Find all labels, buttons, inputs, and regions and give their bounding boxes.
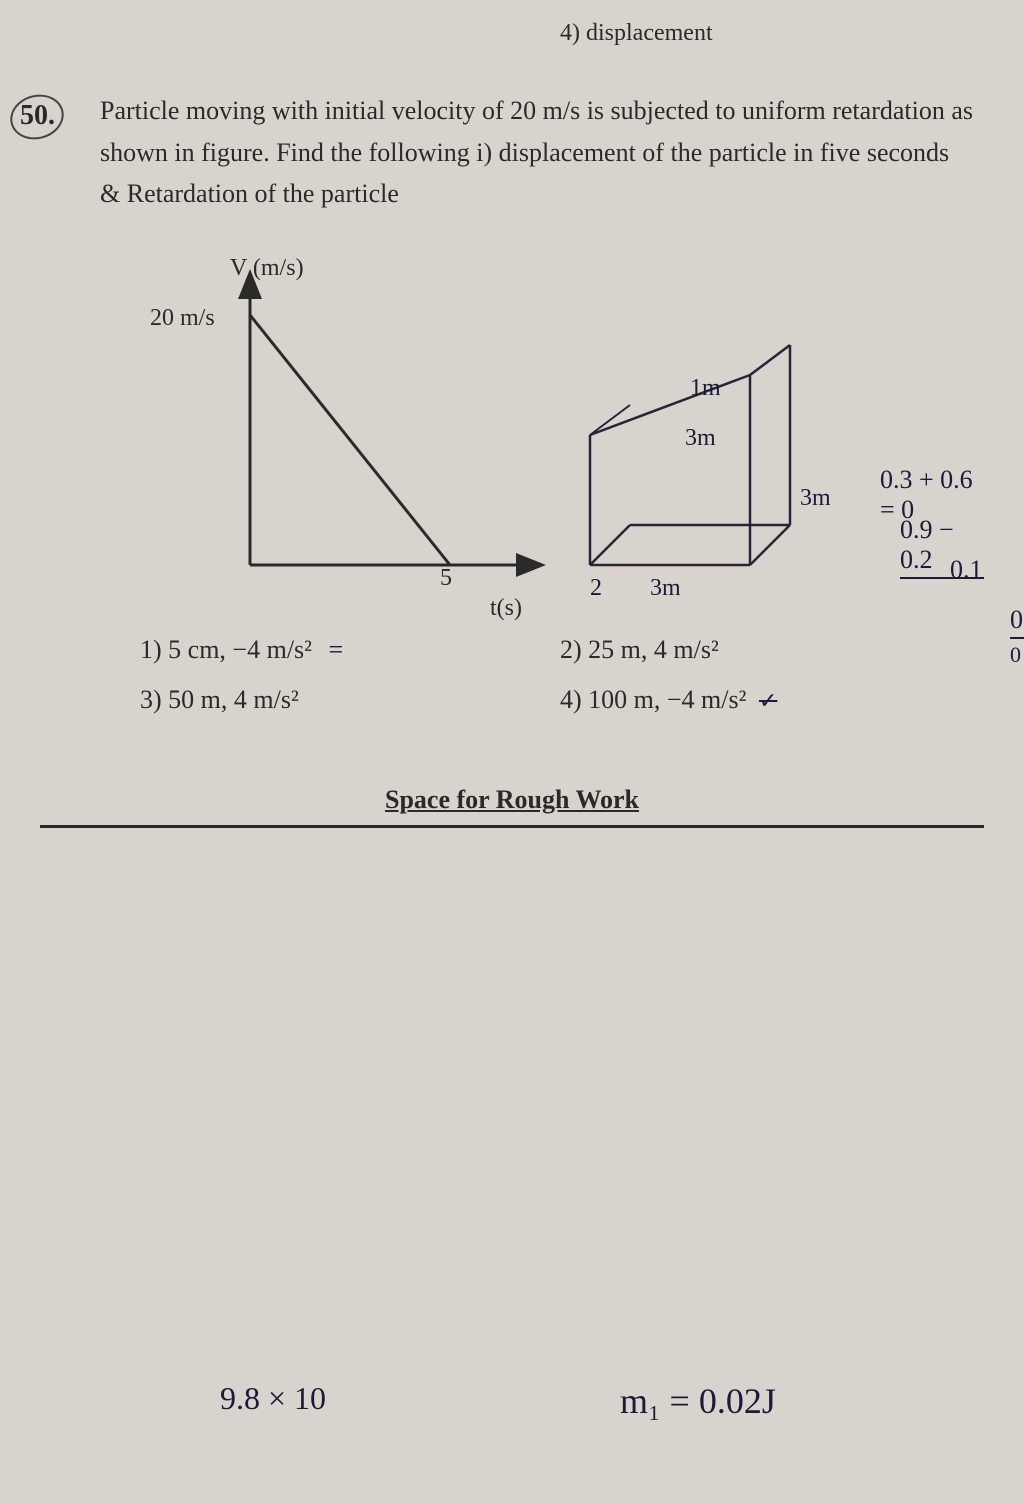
handwritten-result: 0. 0 (1010, 605, 1024, 669)
option-1: 1) 5 cm, −4 m/s² = (140, 635, 560, 665)
question-text: Particle moving with initial velocity of… (100, 90, 984, 215)
option-1-text: 5 cm, −4 m/s² (168, 635, 312, 664)
box-label-1m: 1m (690, 375, 721, 402)
bottom-calc-1: 9.8 × 10 (220, 1380, 326, 1417)
box-label-3m-mid: 3m (685, 425, 716, 452)
velocity-time-graph (140, 255, 560, 615)
divider-line (40, 825, 984, 828)
option-1-num: 1) (140, 635, 162, 664)
option-4-num: 4) (560, 685, 582, 714)
velocity-line (250, 315, 450, 565)
bottom-calc-2: m₁ = 0.02J (620, 1380, 776, 1422)
x-axis-value: 5 (440, 565, 452, 592)
prev-option-text: displacement (586, 20, 713, 46)
handwritten-strike: ✓ (759, 688, 777, 713)
option-2-text: 25 m, 4 m/s² (588, 635, 719, 664)
prev-option-4: 4) displacement (560, 20, 713, 47)
box-label-2: 2 (590, 575, 602, 602)
box-label-3m-right: 3m (800, 485, 831, 512)
handwritten-eq2-denominator: 0.1 (950, 555, 983, 585)
options-row: 1) 5 cm, −4 m/s² = 2) 25 m, 4 m/s² 3) 50… (140, 635, 984, 735)
prev-option-number: 4) (560, 20, 580, 46)
option-2-num: 2) (560, 635, 582, 664)
option-2: 2) 25 m, 4 m/s² (560, 635, 960, 665)
option-4: 4) 100 m, −4 m/s² ✓ (560, 685, 960, 715)
option-3-text: 50 m, 4 m/s² (168, 685, 299, 714)
option-3-num: 3) (140, 685, 162, 714)
box-diagram (550, 315, 830, 615)
box-label-3m-bottom: 3m (650, 575, 681, 602)
handwritten-equals: = (328, 635, 343, 664)
option-4-text: 100 m, −4 m/s² (588, 685, 746, 714)
graph-area: V (m/s) 20 m/s 5 t(s) (140, 255, 984, 615)
rough-work-heading: Space for Rough Work (40, 785, 984, 815)
question-number: 50. (20, 100, 55, 132)
option-3: 3) 50 m, 4 m/s² (140, 685, 560, 715)
x-axis-label: t(s) (490, 595, 522, 622)
frac-result-text: 0. (1010, 605, 1024, 634)
question-block: 50. Particle moving with initial velocit… (40, 90, 984, 215)
